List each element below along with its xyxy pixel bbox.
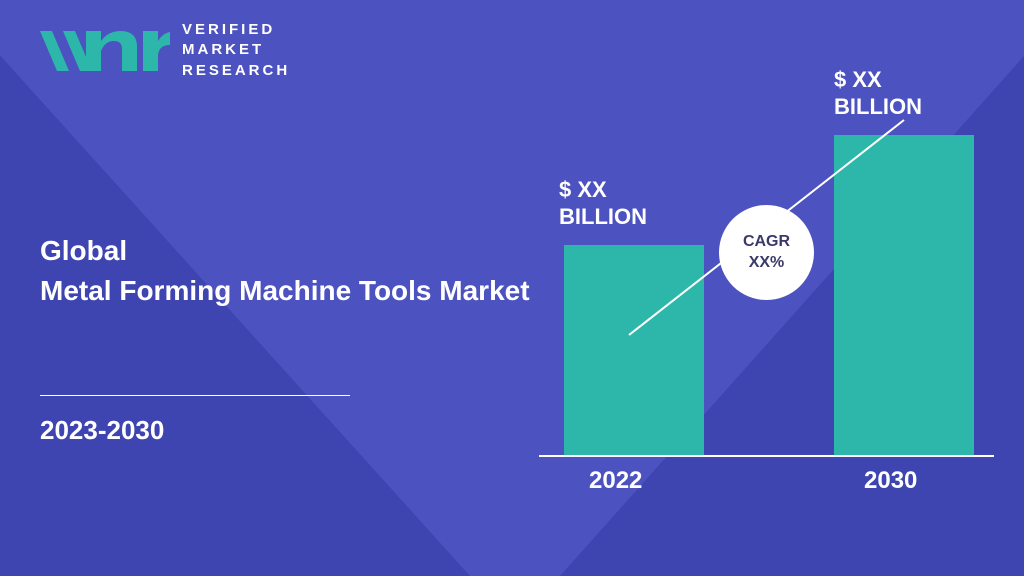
logo-text-line1: VERIFIED — [182, 20, 290, 40]
bar-label-2030: $ XX BILLION — [834, 67, 922, 120]
bar-value-2022: $ XX — [559, 177, 607, 202]
bar-2030 — [834, 135, 974, 455]
logo-text-line3: RESEARCH — [182, 61, 290, 81]
title-line2: Metal Forming Machine Tools Market — [40, 273, 530, 309]
bar-unit-2030: BILLION — [834, 94, 922, 119]
title-block: Global Metal Forming Machine Tools Marke… — [40, 235, 530, 309]
bar-label-2022: $ XX BILLION — [559, 177, 647, 230]
cagr-badge: CAGR XX% — [719, 205, 814, 300]
title-line1: Global — [40, 235, 530, 267]
chart-baseline — [539, 455, 994, 457]
title-divider — [40, 395, 350, 396]
cagr-value: XX% — [749, 253, 785, 274]
year-label-2022: 2022 — [589, 467, 642, 495]
bar-unit-2022: BILLION — [559, 204, 647, 229]
years-range: 2023-2030 — [40, 415, 164, 446]
bar-value-2030: $ XX — [834, 67, 882, 92]
logo-text: VERIFIED MARKET RESEARCH — [182, 20, 290, 81]
cagr-label: CAGR — [743, 232, 790, 253]
logo-text-line2: MARKET — [182, 40, 290, 60]
logo: VERIFIED MARKET RESEARCH — [35, 20, 290, 81]
bar-2022 — [564, 245, 704, 455]
year-label-2030: 2030 — [864, 467, 917, 495]
logo-mark-icon — [35, 23, 170, 78]
bar-chart: $ XX BILLION $ XX BILLION 2022 2030 CAGR… — [554, 30, 994, 510]
